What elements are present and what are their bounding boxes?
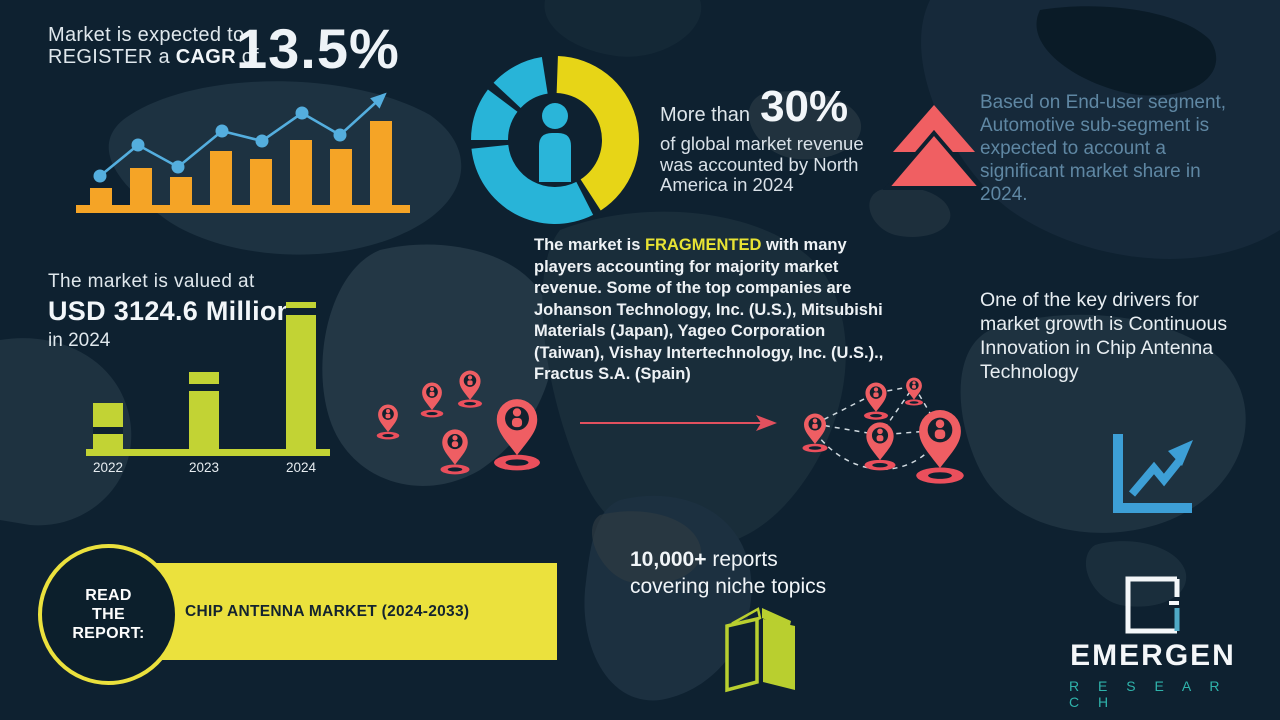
key-driver-text: One of the key drivers for market growth…: [980, 289, 1228, 383]
na-prefix: More than: [660, 104, 751, 126]
cagr-value: 13.5%: [236, 17, 400, 80]
svg-text:2022: 2022: [93, 460, 123, 475]
enduser-segment-text: Based on End-user segment, Automotive su…: [980, 92, 1227, 205]
reports-promo: 10,000+ reports covering niche topics: [630, 548, 827, 598]
flow-arrow: [580, 415, 777, 431]
north-america-stat: More than 30% of global market revenue w…: [660, 82, 865, 196]
emergen-research-logo: EMERGEN R E S E A R C H: [1063, 575, 1243, 710]
fragmented-highlight: FRAGMENTED: [644, 236, 762, 254]
na-value: 30%: [760, 82, 849, 131]
report-banner-text: CHIP ANTENNA MARKET (2024-2033): [185, 602, 470, 620]
read-the-report-button[interactable]: READ THE REPORT:: [38, 544, 179, 685]
market-value-line3: in 2024: [48, 330, 111, 351]
company-pins-cluster-left: [376, 370, 540, 475]
cagr-trend-chart: [76, 92, 410, 213]
company-pins-network-right: [802, 377, 964, 484]
growth-chart-icon: [1113, 434, 1193, 513]
na-body: of global market revenue was accounted b…: [660, 133, 864, 195]
market-value-amount: USD 3124.6 Million: [48, 296, 294, 326]
svg-text:2024: 2024: [286, 460, 317, 475]
reports-count: 10,000+: [630, 548, 707, 571]
svg-text:2023: 2023: [189, 460, 219, 475]
cagr-stat-line2: REGISTER a CAGR of: [48, 46, 260, 68]
double-up-arrow-icon: [882, 105, 986, 190]
person-icon: [539, 103, 571, 182]
market-value-bar-chart: 2022 2023 2024: [86, 302, 330, 475]
report-banner[interactable]: CHIP ANTENNA MARKET (2024-2033): [143, 563, 557, 660]
cagr-stat-line1: Market is expected to: [48, 24, 245, 46]
market-value-stat: The market is valued at USD 3124.6 Milli…: [48, 271, 293, 352]
logo-square-icon: [1125, 576, 1180, 634]
cagr-bold: CAGR: [175, 46, 236, 68]
fragmented-market-text: The market is FRAGMENTED with many playe…: [534, 236, 884, 383]
market-value-line1: The market is valued at: [48, 271, 255, 292]
north-america-donut-chart: [471, 56, 639, 225]
cagr-stat-text: Market is expected to REGISTER a CAGR of: [48, 24, 259, 68]
logo-subtitle: R E S E A R C H: [1069, 678, 1227, 710]
logo-name: EMERGEN: [1070, 639, 1236, 672]
open-book-icon: [725, 607, 795, 693]
reports-line2: covering niche topics: [630, 575, 827, 598]
